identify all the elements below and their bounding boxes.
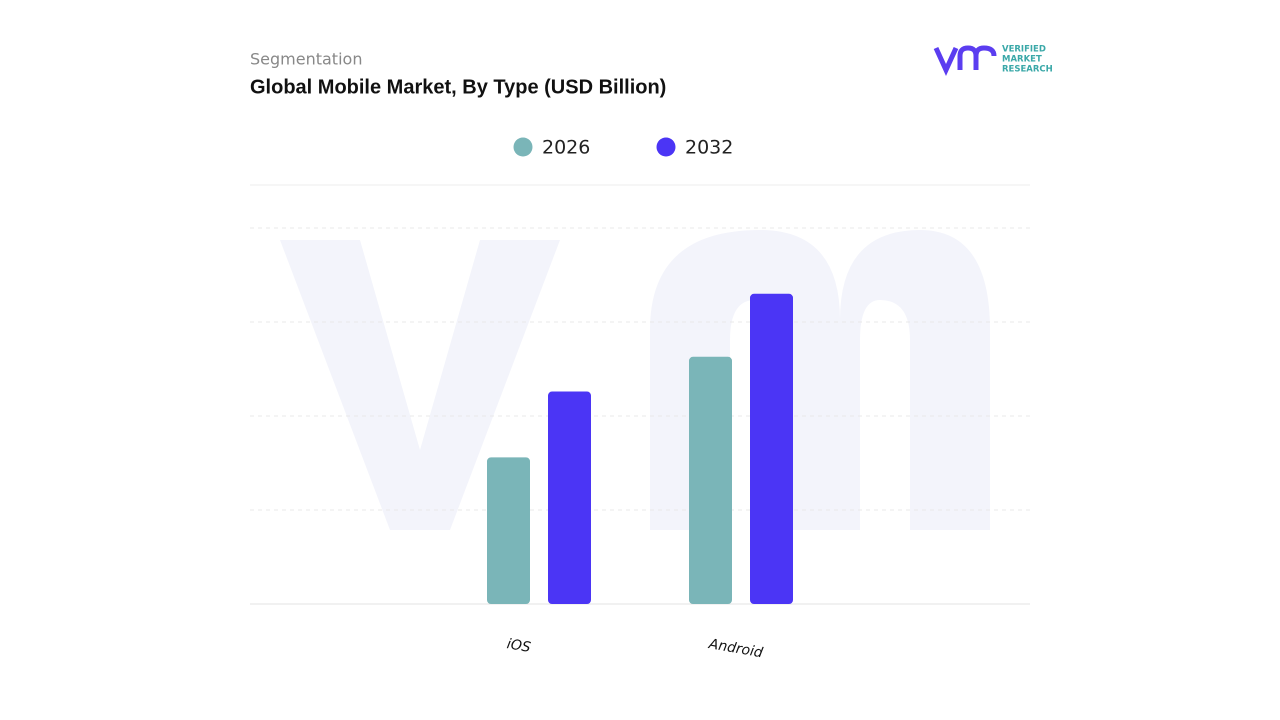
logo-text: MARKET <box>1002 55 1042 65</box>
watermark <box>280 240 560 530</box>
bar <box>487 457 530 604</box>
legend-marker <box>513 137 533 157</box>
bar <box>689 356 732 604</box>
logo-mark <box>933 45 997 77</box>
chart-title: Global Mobile Market, By Type (USD Billi… <box>250 76 666 98</box>
bar <box>548 391 591 604</box>
logo-text: RESEARCH <box>1002 65 1053 75</box>
legend-label: 2026 <box>542 137 590 159</box>
logo-text: VERIFIED <box>1002 45 1046 55</box>
x-tick-label: iOS <box>506 636 532 656</box>
legend-label: 2032 <box>685 137 733 159</box>
legend-marker <box>656 137 676 157</box>
kicker: Segmentation <box>250 50 362 69</box>
bar <box>750 293 793 604</box>
watermark <box>650 230 990 530</box>
